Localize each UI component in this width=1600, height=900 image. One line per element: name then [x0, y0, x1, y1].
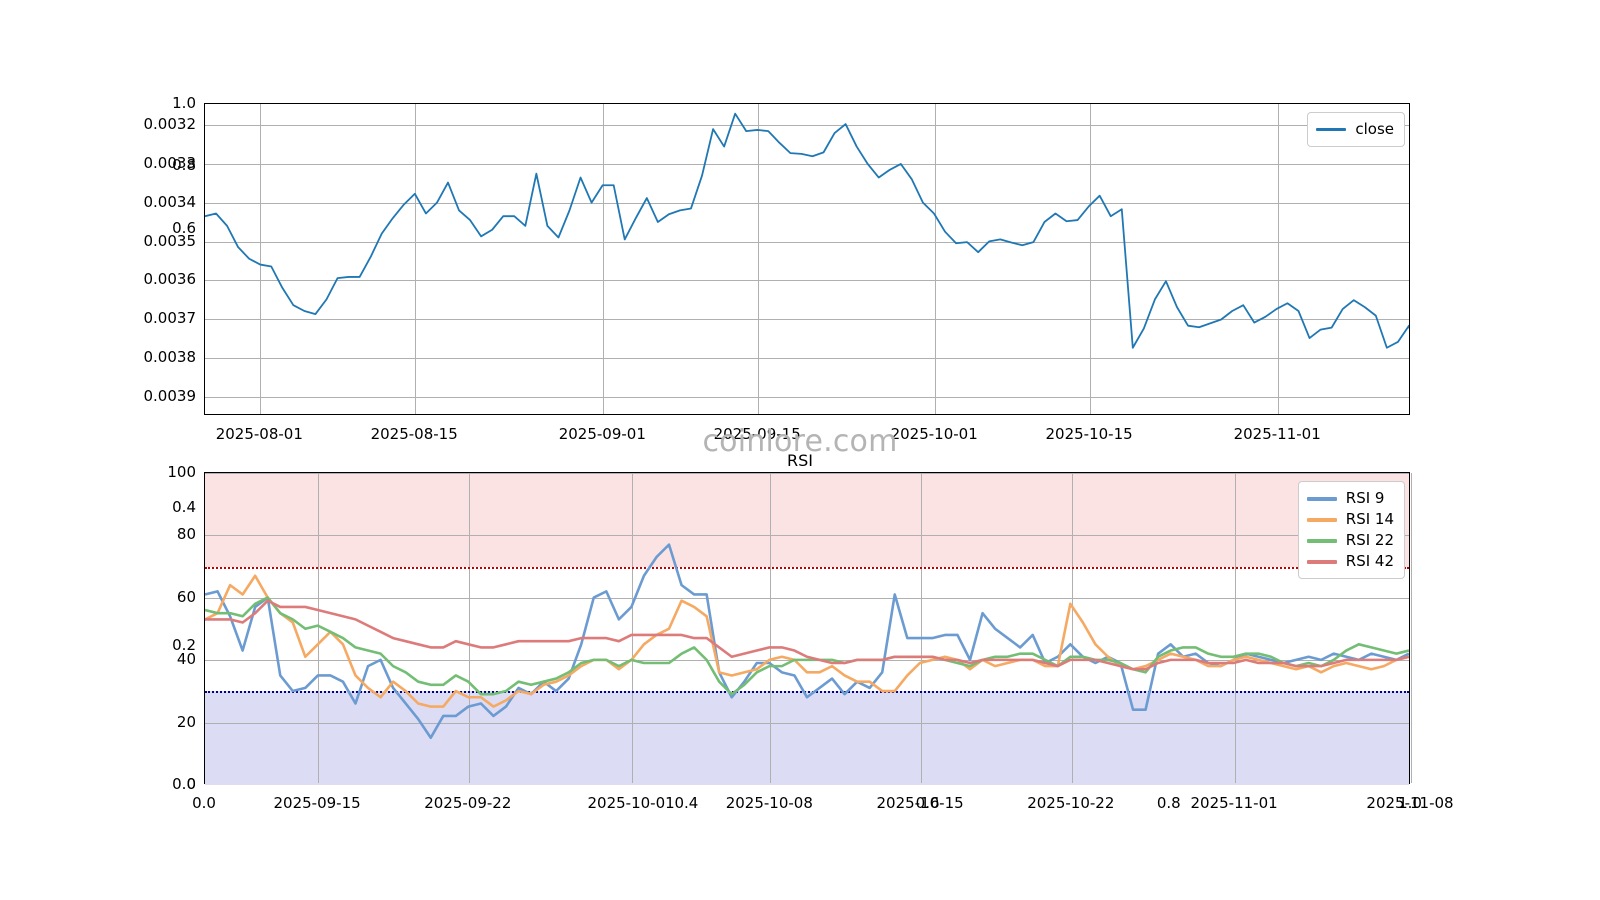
- legend-line-icon: [1306, 538, 1337, 543]
- watermark-text: coinlore.com: [702, 424, 898, 459]
- price-y-tick: 0.0034: [143, 192, 197, 211]
- oversold-band: [205, 691, 1409, 785]
- legend-line-icon: [1316, 128, 1347, 131]
- legend-item: RSI 42: [1306, 551, 1394, 572]
- rsi-x-tick: 2025-10-15: [876, 794, 964, 812]
- rsi-panel-title: RSI: [787, 451, 813, 470]
- rsi-x-tick: 2025-11-01: [1190, 794, 1278, 812]
- legend-line-icon: [1306, 517, 1337, 522]
- rsi-y-tick: 0: [186, 775, 196, 793]
- rsi-x-tick: 2025-10-22: [1027, 794, 1115, 812]
- price-y-tick: 0.0037: [143, 309, 197, 328]
- price-y-tick: 0.0038: [143, 347, 197, 366]
- rsi-x-tick: 2025-10-08: [725, 794, 813, 812]
- rsi-y-tick: 60: [176, 587, 196, 606]
- price-x-tick: 2025-08-01: [215, 425, 303, 443]
- price-line-plot: [205, 112, 1409, 349]
- rsi-x-tick: 2025-10-01: [587, 794, 675, 812]
- rsi-chart-panel: RSI 9 RSI 14 RSI 22 RSI 42: [204, 472, 1412, 785]
- price-x-tick: 2025-10-15: [1045, 425, 1133, 443]
- rsi-y-tick: 20: [176, 712, 196, 731]
- rsi-series-rsi-42: [205, 599, 1409, 671]
- rsi-y-overlay-tick: 0.2: [172, 636, 196, 655]
- legend-item: RSI 14: [1306, 509, 1394, 530]
- rsi-x-tick: 2025-09-22: [424, 794, 512, 812]
- legend-item: RSI 22: [1306, 530, 1394, 551]
- rsi-x-overlay-tick: 0.4: [674, 794, 699, 812]
- rsi-y-overlay-tick: 0.4: [172, 497, 196, 516]
- legend-line-icon: [1306, 496, 1337, 501]
- price-x-tick: 2025-08-15: [370, 425, 458, 443]
- overbought-threshold-line: [205, 566, 1409, 569]
- legend-line-icon: [1306, 559, 1337, 564]
- legend-label: RSI 22: [1345, 531, 1394, 549]
- price-chart-panel: close: [204, 103, 1410, 415]
- price-y-tick: 0.0035: [143, 231, 197, 250]
- overbought-band: [205, 473, 1409, 567]
- legend-item: RSI 9: [1306, 488, 1394, 509]
- price-series-close: [205, 112, 1409, 349]
- price-y-overlay-tick: 0.8: [172, 156, 196, 175]
- price-y-overlay-tick: 1.0: [172, 94, 196, 112]
- rsi-x-overlay-tick: 0.6: [915, 794, 940, 812]
- rsi-y-tick: 100: [167, 463, 196, 481]
- oversold-threshold-line: [205, 691, 1409, 694]
- rsi-x-overlay-tick: 1.0: [1398, 794, 1422, 812]
- rsi-x-tick: 2025-11-08: [1366, 794, 1454, 812]
- price-x-tick: 2025-09-01: [558, 425, 646, 443]
- rsi-legend[interactable]: RSI 9 RSI 14 RSI 22 RSI 42: [1297, 481, 1405, 579]
- rsi-x-overlay-tick: 0.0: [192, 794, 216, 812]
- rsi-x-overlay-tick: 0.8: [1156, 794, 1181, 812]
- legend-label: RSI 9: [1345, 489, 1385, 507]
- rsi-series-rsi-9: [205, 543, 1409, 740]
- legend-item: close: [1316, 119, 1394, 140]
- price-y-tick: 0.0039: [143, 386, 197, 405]
- rsi-y-tick: 80: [176, 525, 196, 544]
- price-y-tick: 0.0036: [143, 270, 197, 289]
- price-x-tick: 2025-11-01: [1233, 425, 1321, 443]
- legend-label: close: [1355, 120, 1394, 138]
- price-y-tick: 0.0032: [143, 115, 197, 134]
- price-x-tick: 2025-10-01: [890, 425, 978, 443]
- rsi-series-rsi-14: [205, 574, 1409, 708]
- price-x-tick: 2025-09-15: [713, 425, 801, 443]
- legend-label: RSI 14: [1345, 510, 1394, 528]
- rsi-y-overlay-tick: 0.0: [172, 775, 196, 793]
- rsi-y-tick: 40: [176, 650, 196, 669]
- rsi-x-tick: 2025-09-15: [273, 794, 361, 812]
- gridline-v: [1411, 473, 1412, 783]
- price-legend[interactable]: close: [1307, 112, 1405, 147]
- rsi-series-rsi-22: [205, 596, 1409, 696]
- legend-label: RSI 42: [1345, 552, 1394, 570]
- price-y-overlay-tick: 0.6: [172, 218, 196, 237]
- price-y-tick: 0.0033: [143, 154, 197, 173]
- rsi-line-plot: [205, 543, 1409, 740]
